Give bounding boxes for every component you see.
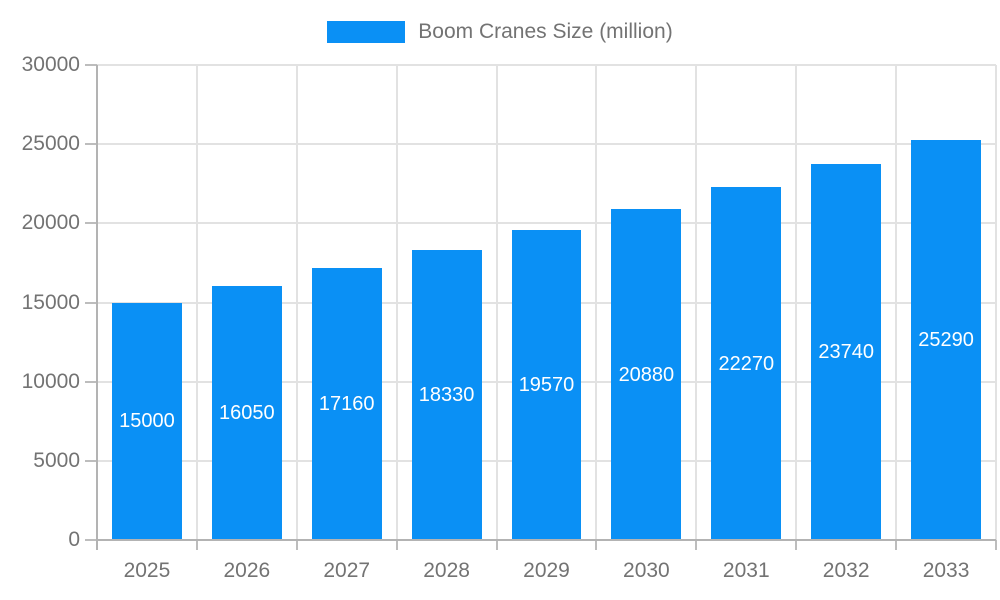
x-axis-tick: [995, 540, 997, 550]
x-gridline: [495, 65, 498, 540]
y-axis-tick: [85, 459, 97, 462]
x-axis-tick: [195, 540, 198, 550]
y-axis-line: [96, 65, 98, 550]
y-axis-tick: [85, 222, 97, 225]
x-axis-label: 2027: [323, 559, 371, 582]
x-axis-label: 2025: [123, 559, 171, 582]
x-axis-tick: [395, 540, 398, 550]
x-axis-label: 2031: [722, 559, 770, 582]
x-axis-tick: [895, 540, 898, 550]
y-gridline: [97, 143, 996, 146]
x-axis-label: 2028: [423, 559, 470, 582]
x-gridline: [995, 65, 997, 540]
x-gridline: [795, 65, 798, 540]
bar: [611, 209, 682, 540]
x-gridline: [295, 65, 298, 540]
x-axis-tick: [795, 540, 798, 550]
x-gridline: [395, 65, 398, 540]
bar: [511, 230, 582, 540]
y-axis-label: 5000: [33, 448, 80, 472]
x-axis-tick: [595, 540, 598, 550]
x-axis-tick: [295, 540, 298, 550]
bar-value-label: 22270: [718, 352, 775, 375]
legend-label: Boom Cranes Size (million): [418, 20, 673, 43]
x-axis-label: 2033: [922, 559, 970, 582]
y-gridline: [97, 222, 996, 225]
x-axis-label: 2032: [822, 559, 870, 582]
y-axis-label: 25000: [21, 132, 80, 156]
y-axis-tick: [85, 539, 97, 541]
y-axis-tick: [85, 64, 97, 66]
bar: [811, 164, 882, 540]
bar-value-label: 16050: [219, 401, 275, 424]
y-axis-label: 10000: [21, 369, 80, 393]
plot-area: 0 5000 10000 15000 20000 25000 30000 15000 16050…: [22, 53, 997, 582]
x-axis-label: 2029: [523, 559, 570, 582]
bar-value-label: 15000: [119, 410, 175, 433]
x-gridline: [895, 65, 898, 540]
x-gridline: [195, 65, 198, 540]
y-axis-label: 15000: [21, 290, 80, 314]
legend-color-swatch: [327, 21, 406, 43]
bar: [911, 139, 982, 540]
x-axis-label: 2030: [623, 559, 670, 582]
bar-value-label: 23740: [818, 341, 874, 364]
y-axis-label: 0: [68, 528, 80, 551]
bar-value-label: 20880: [618, 363, 675, 386]
y-axis-tick: [85, 143, 97, 146]
bar: [411, 249, 482, 540]
bar: [311, 268, 382, 540]
bar: [211, 285, 282, 540]
x-axis-tick: [495, 540, 498, 550]
y-gridline: [97, 64, 996, 66]
y-axis-label: 20000: [21, 211, 80, 235]
x-gridline: [695, 65, 698, 540]
bar-value-label: 18330: [418, 383, 475, 406]
bar-value-label: 17160: [318, 393, 375, 416]
bar-value-label: 25290: [918, 328, 974, 351]
x-axis-tick: [695, 540, 698, 550]
x-axis-line: [97, 539, 996, 541]
y-axis-tick: [85, 301, 97, 304]
bar-value-label: 19570: [518, 374, 575, 397]
bar: [111, 302, 182, 540]
y-axis-tick: [85, 380, 97, 383]
y-axis-label: 30000: [21, 53, 80, 76]
x-gridline: [595, 65, 598, 540]
x-axis-label: 2026: [223, 559, 271, 582]
chart-legend: Boom Cranes Size (million): [0, 20, 1000, 44]
bar: [711, 187, 782, 540]
